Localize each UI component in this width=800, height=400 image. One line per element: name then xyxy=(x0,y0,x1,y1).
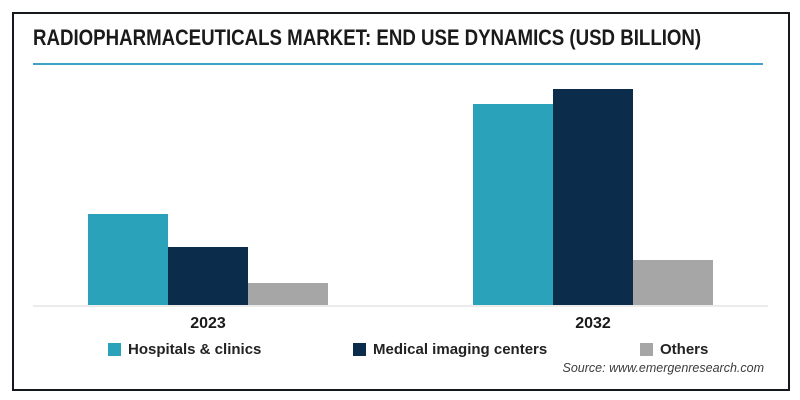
bar-2032-hospitals-clinics xyxy=(473,104,553,305)
plot-area xyxy=(33,75,768,305)
x-axis-label-2023: 2023 xyxy=(190,315,226,332)
legend-swatch-hospitals-clinics xyxy=(108,343,121,356)
x-axis-line xyxy=(33,305,768,307)
chart-title: RADIOPHARMACEUTICALS MARKET: END USE DYN… xyxy=(33,25,702,50)
legend-item-hospitals-clinics: Hospitals & clinics xyxy=(108,341,261,358)
bar-2032-medical-imaging-centers xyxy=(553,89,633,305)
title-underline xyxy=(33,63,763,65)
bar-2023-hospitals-clinics xyxy=(88,214,168,305)
bar-2023-medical-imaging-centers xyxy=(168,247,248,305)
legend-item-others: Others xyxy=(640,341,708,358)
bar-2023-others xyxy=(248,283,328,305)
x-axis-label-2032: 2032 xyxy=(575,315,611,332)
legend-swatch-medical-imaging-centers xyxy=(353,343,366,356)
legend-label-hospitals-clinics: Hospitals & clinics xyxy=(128,341,262,358)
legend-item-medical-imaging-centers: Medical imaging centers xyxy=(353,341,547,358)
bar-2032-others xyxy=(633,260,713,305)
legend-swatch-others xyxy=(640,343,653,356)
source-note: Source: www.emergenresearch.com xyxy=(562,361,764,375)
legend-label-medical-imaging-centers: Medical imaging centers xyxy=(373,341,548,358)
legend-label-others: Others xyxy=(660,341,709,358)
chart-frame: RADIOPHARMACEUTICALS MARKET: END USE DYN… xyxy=(12,12,790,391)
